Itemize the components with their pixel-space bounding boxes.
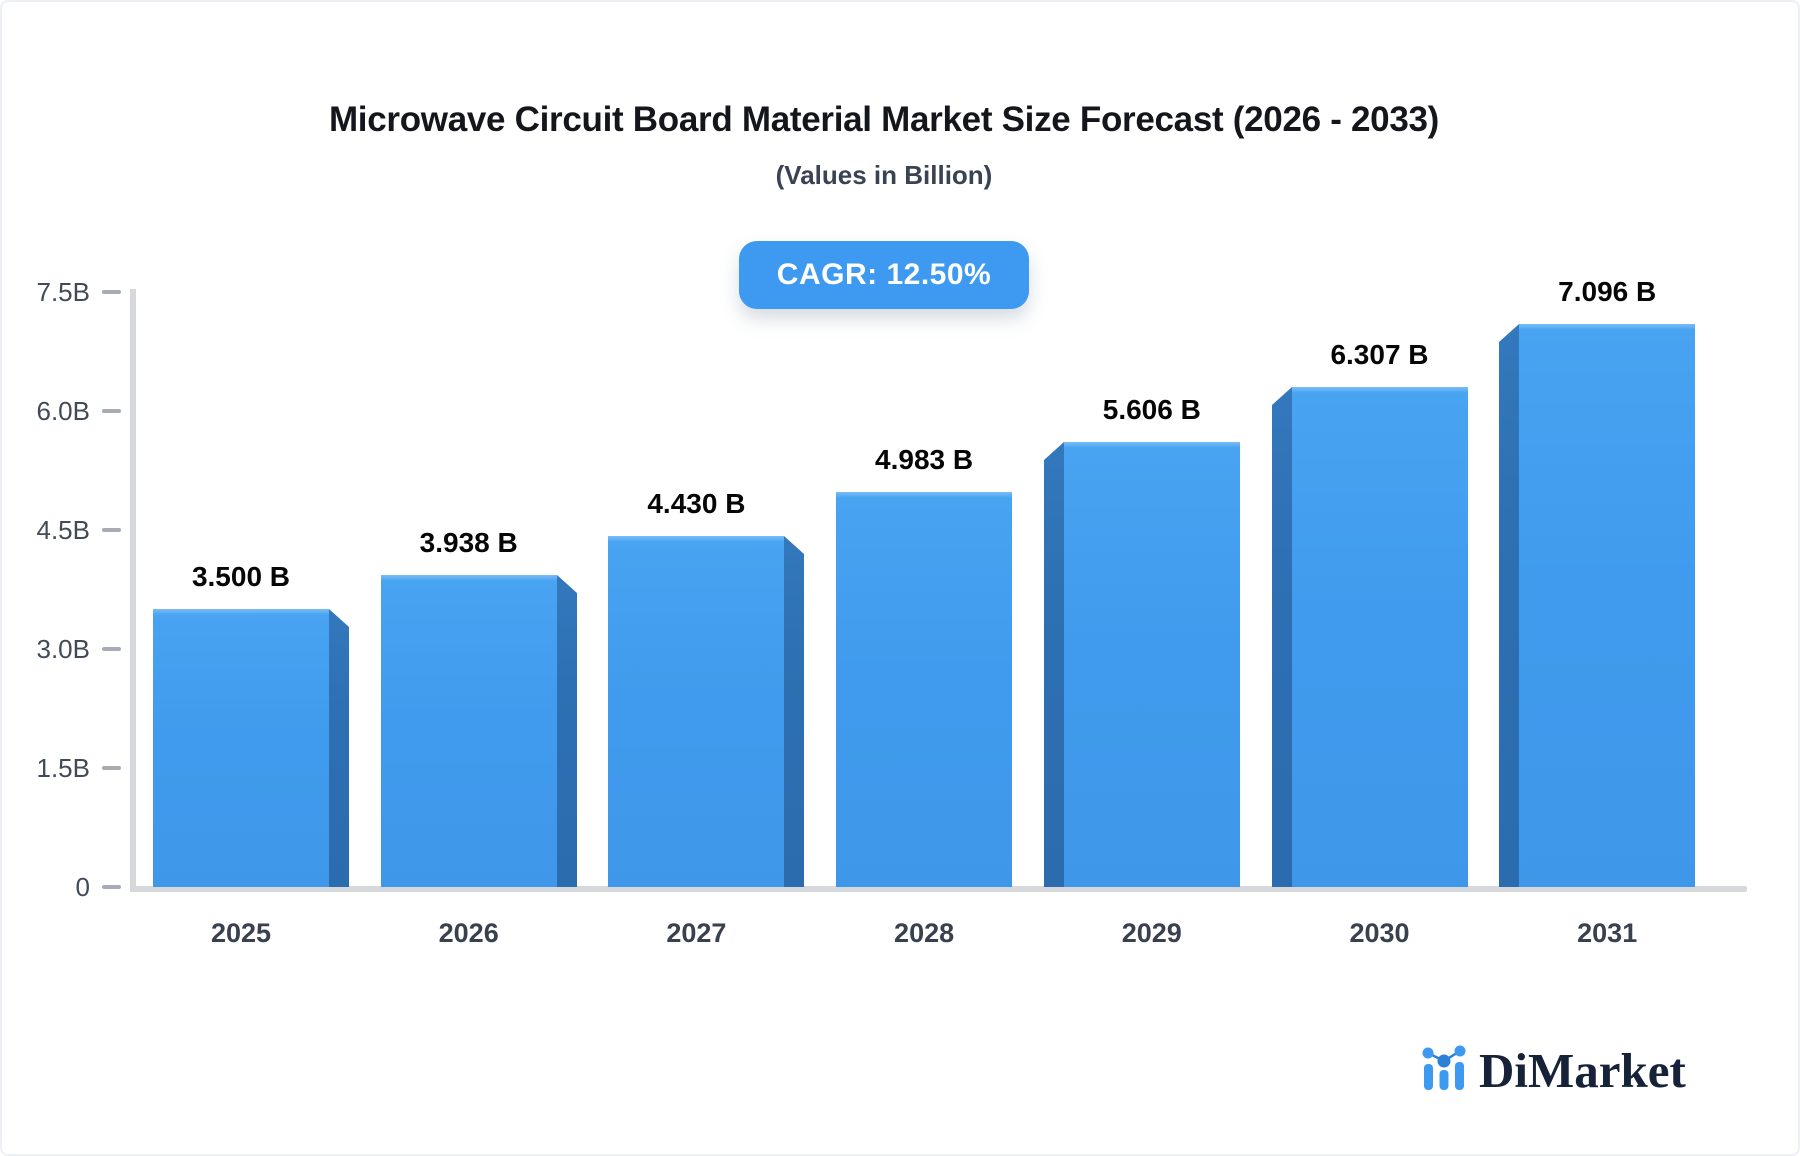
y-tick-label: 4.5B	[36, 515, 91, 545]
x-tick-label: 2030	[1349, 918, 1410, 948]
chart-title: Microwave Circuit Board Material Market …	[328, 100, 1440, 139]
x-axis-line	[130, 886, 1747, 892]
bar-side-face	[784, 536, 804, 887]
bar-value-label: 5.606 B	[1102, 394, 1201, 425]
bar-side-face	[329, 609, 349, 887]
x-tick-label: 2026	[438, 918, 499, 948]
brand-name: DiMarket	[1479, 1043, 1686, 1098]
bar-value-label: 3.938 B	[419, 527, 518, 558]
bar	[381, 575, 557, 887]
y-tick-mark	[102, 885, 121, 889]
y-tick-mark	[102, 409, 121, 413]
chart-header: Microwave Circuit Board Material Market …	[2, 2, 1766, 309]
y-axis-line	[130, 289, 136, 892]
y-tick-mark	[102, 290, 121, 294]
chart-subtitle: (Values in Billion)	[775, 160, 993, 190]
mini-bar-line-chart-icon	[1422, 1042, 1466, 1095]
bar-value-label: 4.983 B	[875, 444, 974, 475]
bar	[1519, 324, 1695, 887]
x-tick-label: 2031	[1577, 918, 1638, 948]
y-tick-mark	[102, 766, 121, 770]
x-tick-label: 2027	[666, 918, 727, 948]
y-tick-label: 3.0B	[36, 634, 91, 664]
y-tick-mark	[102, 528, 121, 532]
y-tick-mark	[102, 647, 121, 651]
y-tick-label: 0	[75, 872, 90, 902]
bar-side-face	[557, 575, 577, 887]
x-tick-label: 2025	[210, 918, 272, 948]
bar	[1292, 387, 1468, 887]
bar	[153, 609, 329, 887]
bar-side-face	[1499, 324, 1519, 887]
bar-value-label: 3.500 B	[191, 561, 291, 592]
y-tick-label: 1.5B	[36, 753, 91, 783]
bar-side-face	[1272, 387, 1292, 887]
bar	[1064, 442, 1240, 887]
bar-value-label: 6.307 B	[1330, 339, 1429, 370]
bar-value-label: 7.096 B	[1558, 276, 1657, 307]
x-tick-label: 2029	[1121, 918, 1182, 948]
x-tick-label: 2028	[894, 918, 955, 948]
bar-value-label: 4.430 B	[647, 488, 746, 519]
bar	[836, 492, 1012, 887]
cagr-badge: CAGR: 12.50%	[738, 241, 1030, 309]
y-tick-label: 7.5B	[36, 277, 91, 307]
bar-side-face	[1044, 442, 1064, 887]
brand-logo: DiMarket	[1422, 1042, 1686, 1095]
bar	[608, 536, 784, 887]
y-tick-label: 6.0B	[36, 396, 91, 426]
